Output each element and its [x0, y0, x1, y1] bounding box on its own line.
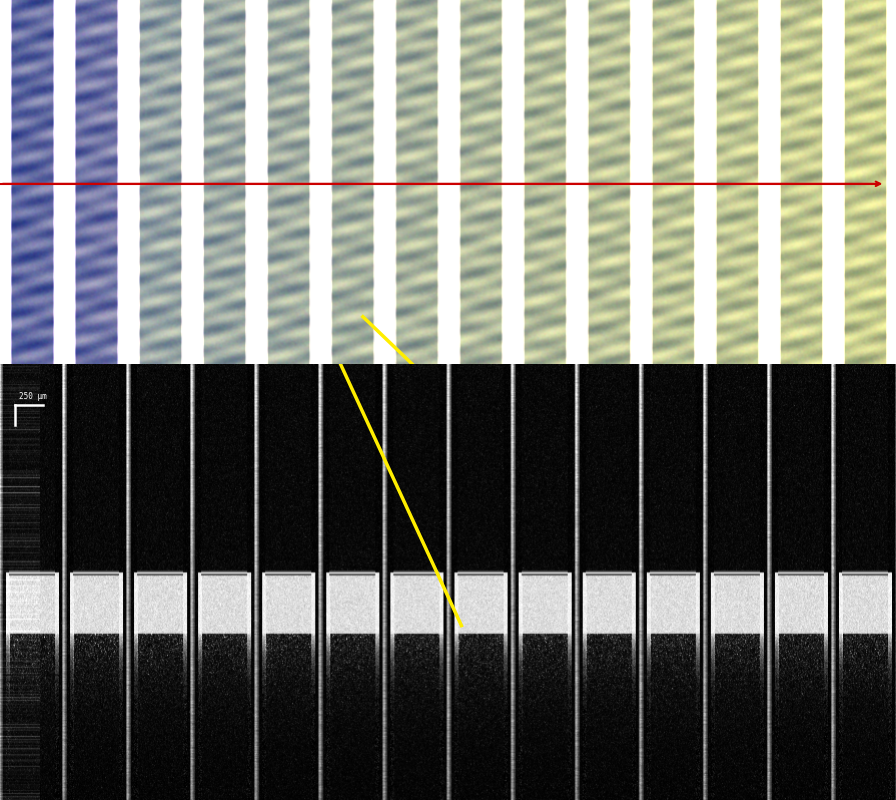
Text: 250 μm: 250 μm: [19, 392, 47, 401]
